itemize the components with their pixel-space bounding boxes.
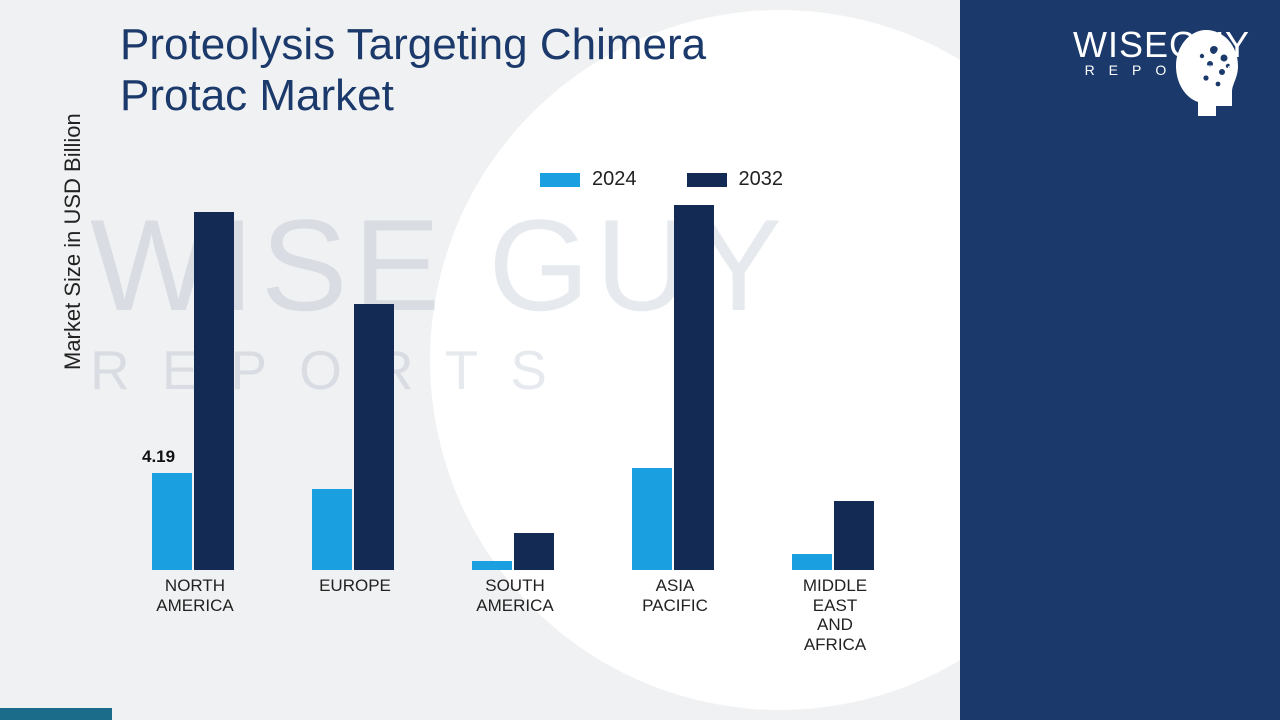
- bar-2032-mea: [834, 501, 874, 570]
- bars-eu: [290, 200, 420, 570]
- bar-2024-eu: [312, 489, 352, 570]
- bars-ap: [610, 200, 740, 570]
- y-axis-label: Market Size in USD Billion: [60, 113, 86, 370]
- bar-2024-na: [152, 473, 192, 570]
- group-mea: MIDDLEEASTANDAFRICA: [770, 200, 900, 570]
- legend-label-2024: 2024: [592, 168, 637, 191]
- bars-na: 4.19: [130, 200, 260, 570]
- bar-2024-mea: [792, 554, 832, 570]
- legend-item-2032: 2032: [687, 168, 784, 191]
- xlabel-ap: ASIAPACIFIC: [595, 576, 755, 615]
- xlabel-eu: EUROPE: [275, 576, 435, 596]
- brand-logo: WISEGUY REPORTS: [1073, 24, 1250, 78]
- bars-sa: [450, 200, 580, 570]
- bars-mea: [770, 200, 900, 570]
- xlabel-sa: SOUTHAMERICA: [435, 576, 595, 615]
- brand-name: WISEGUY: [1073, 24, 1250, 66]
- value-label-2024-na: 4.19: [142, 447, 175, 467]
- legend-item-2024: 2024: [540, 168, 637, 191]
- group-ap: ASIAPACIFIC: [610, 200, 740, 570]
- bar-2032-ap: [674, 205, 714, 570]
- bottom-accent: [0, 708, 112, 720]
- legend-swatch-2032: [687, 173, 727, 187]
- group-sa: SOUTHAMERICA: [450, 200, 580, 570]
- bar-2032-eu: [354, 304, 394, 570]
- canvas: WISE GUY REPORTS Proteolysis Targeting C…: [0, 0, 1280, 720]
- group-eu: EUROPE: [290, 200, 420, 570]
- bar-2024-sa: [472, 561, 512, 570]
- brand-sub: REPORTS: [1073, 62, 1250, 78]
- legend: 2024 2032: [540, 168, 783, 191]
- page-title: Proteolysis Targeting Chimera Protac Mar…: [120, 20, 840, 121]
- bar-2032-na: [194, 212, 234, 570]
- group-na: 4.19NORTHAMERICA: [130, 200, 260, 570]
- bar-2024-ap: [632, 468, 672, 570]
- legend-swatch-2024: [540, 173, 580, 187]
- legend-label-2032: 2032: [739, 168, 784, 191]
- xlabel-mea: MIDDLEEASTANDAFRICA: [755, 576, 915, 654]
- xlabel-na: NORTHAMERICA: [115, 576, 275, 615]
- chart-plot: 4.19NORTHAMERICAEUROPESOUTHAMERICAASIAPA…: [120, 200, 920, 570]
- bar-2032-sa: [514, 533, 554, 570]
